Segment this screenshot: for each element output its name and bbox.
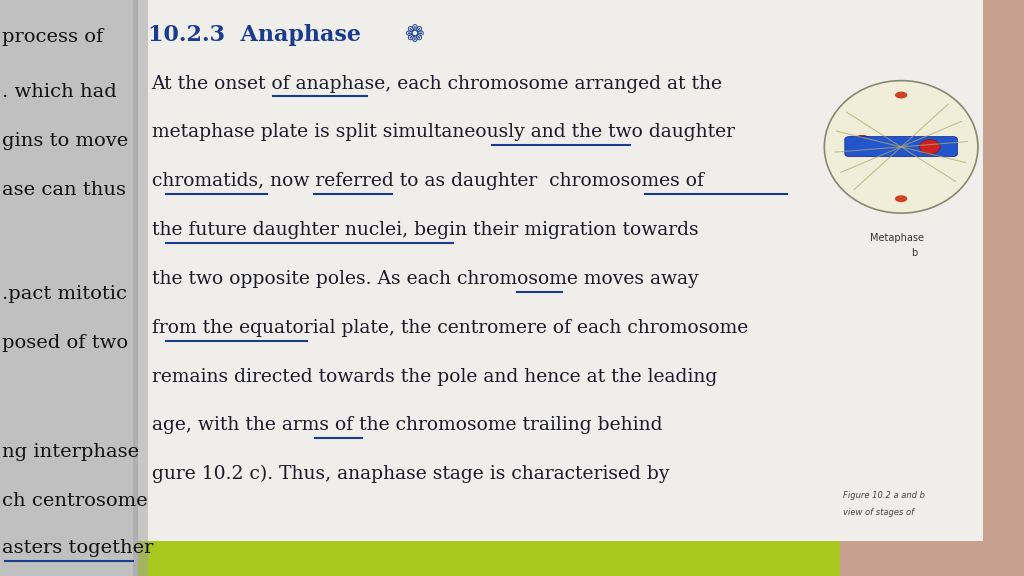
Bar	[840, 0, 983, 541]
Bar	[840, 0, 1024, 576]
Bar	[138, 0, 840, 541]
Text: posed of two: posed of two	[2, 334, 128, 352]
FancyBboxPatch shape	[845, 137, 957, 157]
Text: from the equatorial plate, the centromere of each chromosome: from the equatorial plate, the centromer…	[152, 319, 748, 338]
Text: . which had: . which had	[2, 83, 117, 101]
Bar	[0, 0, 138, 576]
Ellipse shape	[824, 81, 978, 213]
Text: ase can thus: ase can thus	[2, 181, 126, 199]
Text: asters together: asters together	[2, 539, 154, 558]
Text: ch centrosome: ch centrosome	[2, 492, 147, 510]
Ellipse shape	[920, 140, 940, 154]
Text: chromatids, now referred to as daughter  chromosomes of: chromatids, now referred to as daughter …	[152, 172, 703, 191]
Bar	[138, 541, 840, 576]
Text: At the onset of anaphase, each chromosome arranged at the: At the onset of anaphase, each chromosom…	[152, 74, 723, 93]
Bar	[133, 0, 148, 576]
Text: b: b	[911, 248, 918, 257]
Circle shape	[895, 92, 907, 98]
Circle shape	[895, 195, 907, 202]
Text: process of: process of	[2, 28, 103, 47]
Text: ng interphase: ng interphase	[2, 443, 139, 461]
Text: ❁: ❁	[404, 22, 424, 47]
Text: .pact mitotic: .pact mitotic	[2, 285, 127, 303]
Text: gins to move: gins to move	[2, 132, 128, 150]
Text: age, with the arms of the chromosome trailing behind: age, with the arms of the chromosome tra…	[152, 416, 663, 434]
Text: gure 10.2 c). Thus, anaphase stage is characterised by: gure 10.2 c). Thus, anaphase stage is ch…	[152, 464, 669, 483]
Text: remains directed towards the pole and hence at the leading: remains directed towards the pole and he…	[152, 368, 717, 386]
Text: view of stages of: view of stages of	[843, 508, 913, 517]
Text: the future daughter nuclei, begin their migration towards: the future daughter nuclei, begin their …	[152, 221, 698, 240]
Text: Figure 10.2 a and b: Figure 10.2 a and b	[843, 491, 925, 500]
Ellipse shape	[851, 135, 873, 153]
Text: metaphase plate is split simultaneously and the two daughter: metaphase plate is split simultaneously …	[152, 123, 734, 142]
Text: Metaphase: Metaphase	[870, 233, 925, 243]
Text: 10.2.3  Anaphase: 10.2.3 Anaphase	[148, 24, 361, 46]
Text: the two opposite poles. As each chromosome moves away: the two opposite poles. As each chromoso…	[152, 270, 698, 289]
